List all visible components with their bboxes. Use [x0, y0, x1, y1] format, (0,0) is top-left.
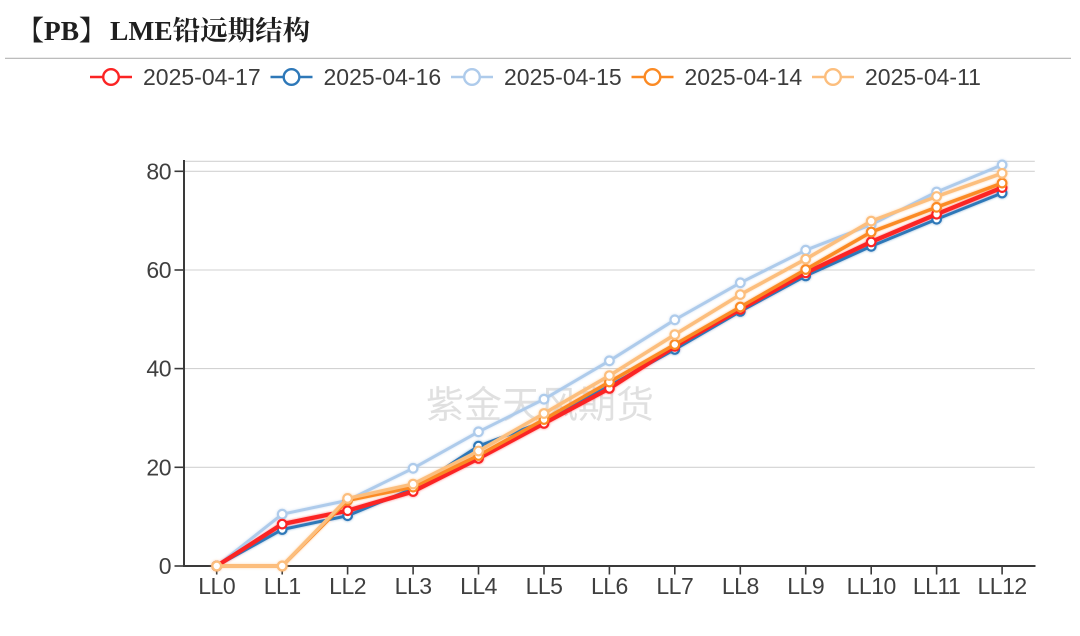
svg-text:2025-04-14: 2025-04-14 [685, 64, 803, 90]
svg-text:LL7: LL7 [656, 573, 693, 599]
svg-text:LL12: LL12 [978, 573, 1027, 599]
svg-text:LL10: LL10 [847, 573, 896, 599]
svg-text:LL9: LL9 [787, 573, 824, 599]
svg-text:0: 0 [159, 553, 171, 579]
svg-text:LL6: LL6 [591, 573, 628, 599]
svg-text:20: 20 [146, 454, 171, 480]
svg-text:40: 40 [146, 356, 171, 382]
svg-text:2025-04-17: 2025-04-17 [143, 64, 261, 90]
svg-text:LL8: LL8 [722, 573, 759, 599]
svg-text:LL3: LL3 [395, 573, 432, 599]
svg-text:2025-04-11: 2025-04-11 [865, 64, 981, 90]
svg-text:LL1: LL1 [264, 573, 301, 599]
svg-text:LL5: LL5 [526, 573, 563, 599]
svg-text:80: 80 [146, 158, 171, 184]
svg-text:60: 60 [146, 257, 171, 283]
svg-text:2025-04-15: 2025-04-15 [504, 64, 622, 90]
svg-text:LL2: LL2 [329, 573, 366, 599]
svg-text:LL11: LL11 [913, 573, 960, 599]
svg-text:LL0: LL0 [198, 573, 235, 599]
svg-text:2025-04-16: 2025-04-16 [324, 64, 442, 90]
svg-text:LL4: LL4 [460, 573, 498, 599]
